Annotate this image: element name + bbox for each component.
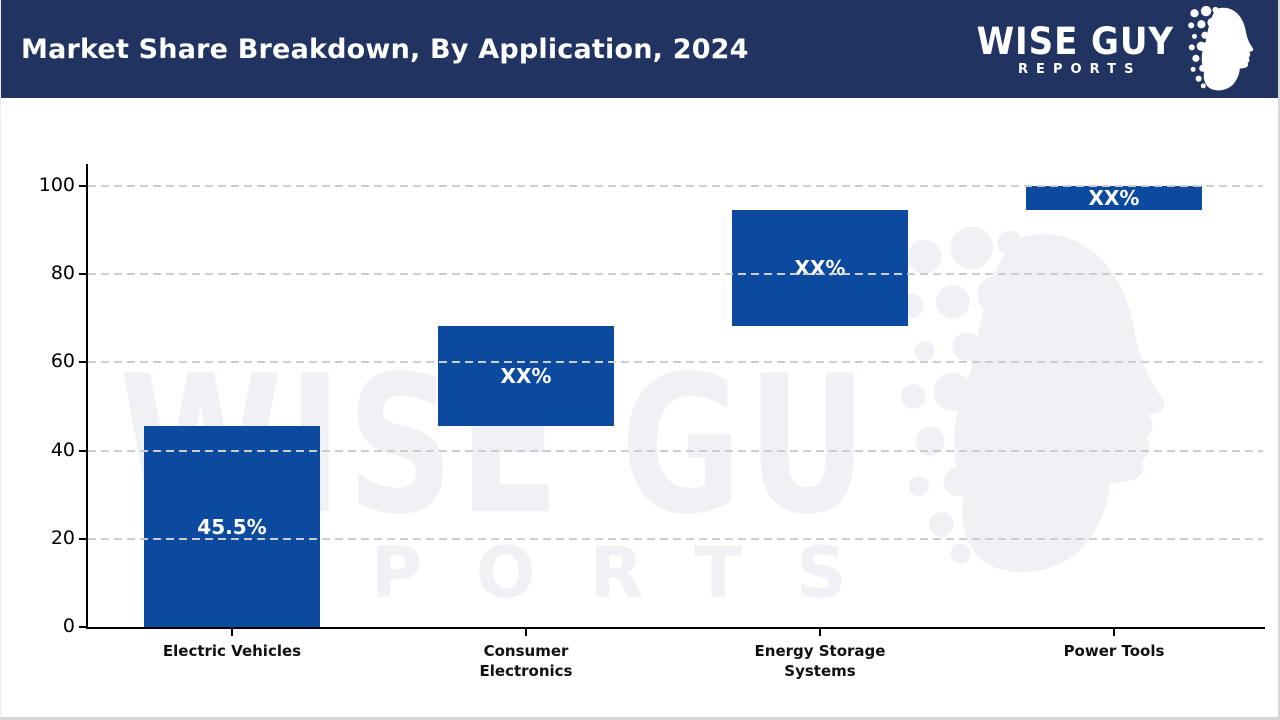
y-tick-mark [79, 449, 86, 452]
category-label-electric-vehicles: Electric Vehicles [162, 642, 302, 660]
bar-label-power-tools: XX% [1088, 185, 1140, 210]
logo-head-icon [1179, 5, 1265, 93]
logo-name: WISE GUY [976, 19, 1175, 63]
x-tick-mark [525, 629, 527, 636]
gridline-20 [88, 537, 1263, 540]
chart-title: Market Share Breakdown, By Application, … [21, 33, 749, 65]
category-label-power-tools: Power Tools [1063, 642, 1165, 660]
bar-label-consumer-electronics: XX% [500, 364, 552, 389]
logo-subtitle: REPORTS [1017, 61, 1142, 77]
y-tick-label: 100 [38, 174, 75, 196]
y-tick-mark [79, 185, 86, 187]
header-bar: Market Share Breakdown, By Application, … [1, 0, 1278, 98]
y-tick-mark [79, 273, 86, 276]
bar-consumer-electronics: XX% [438, 325, 614, 427]
category-label-consumer-electronics: Consumer Electronics [479, 642, 573, 681]
bar-label-electric-vehicles: 45.5% [197, 514, 267, 539]
y-tick-label: 40 [50, 438, 75, 461]
wise-guy-reports-logo: WISE GUY REPORTS [968, 5, 1265, 93]
bar-electric-vehicles: 45.5% [144, 426, 320, 627]
watermark-head-icon [887, 223, 1187, 583]
logo-text: WISE GUY REPORTS [968, 23, 1183, 76]
category-label-energy-storage-systems: Energy Storage Systems [754, 642, 886, 681]
x-tick-mark [1113, 629, 1115, 636]
bar-label-energy-storage-systems: XX% [794, 255, 846, 280]
x-tick-mark [819, 629, 821, 636]
chart-area: WISE GU REPORTS 0 20 40 60 80 100 45.5% Electri… [1, 98, 1278, 717]
gridline-40 [88, 449, 1263, 452]
y-tick-label: 60 [50, 350, 75, 373]
y-tick-mark [79, 361, 86, 364]
bar-power-tools: XX% [1026, 186, 1202, 210]
y-tick-label: 80 [50, 262, 75, 285]
y-tick-label: 0 [62, 615, 75, 637]
bar-energy-storage-systems: XX% [732, 209, 908, 326]
y-tick-label: 20 [50, 526, 75, 549]
x-tick-mark [231, 629, 233, 636]
gridline-80 [88, 273, 1263, 276]
x-axis-line [86, 627, 1265, 629]
y-tick-mark [79, 537, 86, 540]
y-tick-mark [79, 626, 86, 628]
gridline-100 [88, 185, 1263, 187]
y-axis-line [86, 164, 88, 629]
gridline-60 [88, 361, 1263, 364]
